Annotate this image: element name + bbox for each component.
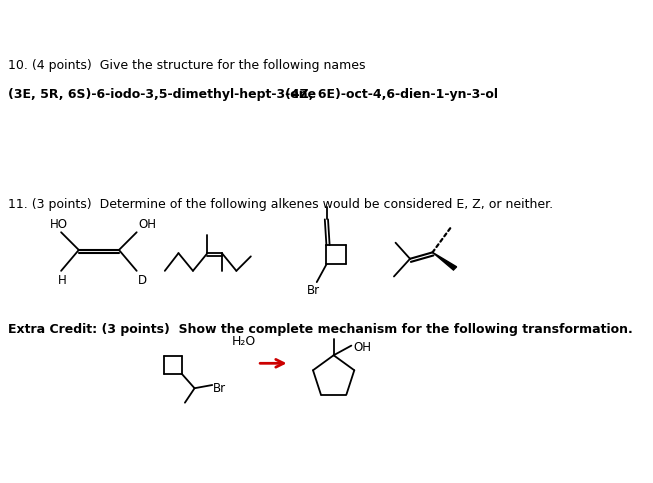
Text: (4Z, 6E)-oct-4,6-dien-1-yn-3-ol: (4Z, 6E)-oct-4,6-dien-1-yn-3-ol	[285, 87, 498, 100]
Text: D: D	[138, 274, 148, 287]
Text: 11. (3 points)  Determine of the following alkenes would be considered E, Z, or : 11. (3 points) Determine of the followin…	[8, 199, 553, 212]
Polygon shape	[432, 252, 456, 270]
Text: Br: Br	[213, 382, 226, 395]
Text: Extra Credit: (3 points)  Show the complete mechanism for the following transfor: Extra Credit: (3 points) Show the comple…	[8, 323, 633, 336]
Text: (3E, 5R, 6S)-6-iodo-3,5-dimethyl-hept-3-ene: (3E, 5R, 6S)-6-iodo-3,5-dimethyl-hept-3-…	[8, 87, 316, 100]
Text: Br: Br	[307, 284, 320, 297]
Text: 10. (4 points)  Give the structure for the following names: 10. (4 points) Give the structure for th…	[8, 59, 366, 72]
Text: OH: OH	[353, 341, 371, 354]
Text: OH: OH	[138, 218, 156, 231]
Text: H₂O: H₂O	[231, 335, 256, 348]
Text: H: H	[58, 274, 67, 287]
Text: HO: HO	[50, 218, 68, 231]
